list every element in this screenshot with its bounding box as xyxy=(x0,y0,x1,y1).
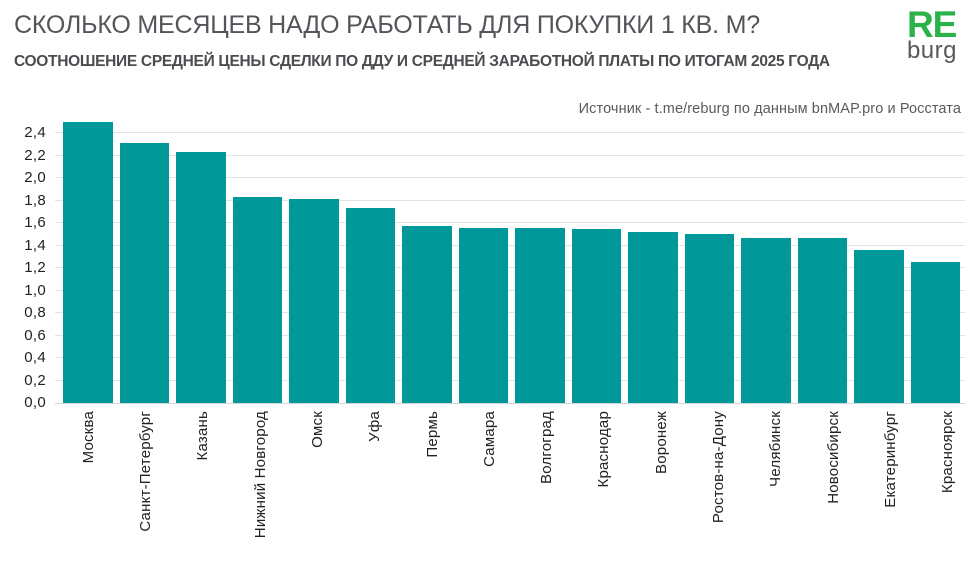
x-axis-label-cell: Воронеж xyxy=(636,411,686,579)
x-axis-label: Челябинск xyxy=(767,411,785,487)
logo-burg-text: burg xyxy=(906,37,957,64)
y-axis-tick-label: 1,8 xyxy=(24,191,46,209)
x-axis-label: Нижний Новгород xyxy=(251,411,269,539)
gridline xyxy=(55,267,965,268)
gridline xyxy=(55,132,965,133)
x-axis-label: Самара xyxy=(480,411,498,467)
x-axis-label-cell: Москва xyxy=(63,411,113,579)
bar-Омск xyxy=(289,199,339,403)
bar-Казань xyxy=(176,152,226,403)
bar-Пермь xyxy=(402,226,452,403)
bar-Нижний Новгород xyxy=(232,197,282,403)
x-axis-label-cell: Краснодар xyxy=(579,411,629,579)
y-axis: 0,0 0,2 0,4 0,6 0,8 1,0 1,2 1,4 1,6 1,8 2,0 2,2 2,4 xyxy=(0,115,46,411)
y-axis-tick-label: 0,8 xyxy=(24,304,46,321)
y-axis-tick-label: 1,0 xyxy=(24,281,46,299)
bar-Челябинск xyxy=(741,237,791,403)
gridline xyxy=(55,357,965,358)
x-axis-label-cell: Уфа xyxy=(350,411,400,579)
reburg-logo: RE burg xyxy=(907,6,957,63)
x-axis-label: Волгоград xyxy=(538,411,556,484)
x-axis-label: Воронеж xyxy=(652,411,670,474)
x-axis-label-cell: Челябинск xyxy=(751,411,801,579)
x-axis-label: Санкт-Петербург xyxy=(136,411,154,532)
bar-Красноярск xyxy=(910,262,960,403)
plot-area xyxy=(55,115,965,404)
y-axis-tick-label: 2,4 xyxy=(24,124,46,141)
y-axis-tick-label: 1,4 xyxy=(24,236,46,254)
page-title: СКОЛЬКО МЕСЯЦЕВ НАДО РАБОТАТЬ ДЛЯ ПОКУПК… xyxy=(14,11,760,39)
x-axis-label-cell: Ростов-на-Дону xyxy=(693,411,743,579)
x-axis-label-cell: Красноярск xyxy=(923,411,973,579)
page-subtitle: СООТНОШЕНИЕ СРЕДНЕЙ ЦЕНЫ СДЕЛКИ ПО ДДУ И… xyxy=(14,53,830,70)
gridline xyxy=(55,154,965,156)
gridline xyxy=(55,289,965,291)
bar-Санкт-Петербург xyxy=(119,143,169,403)
gridline xyxy=(55,177,965,178)
y-axis-tick-label: 0,0 xyxy=(24,394,46,411)
source-credit: Источник - t.me/reburg по данным bnMAP.p… xyxy=(578,101,961,117)
y-axis-tick-label: 2,0 xyxy=(24,169,46,186)
bar-Екатеринбург xyxy=(854,250,904,403)
x-axis-label-cell: Нижний Новгород xyxy=(235,411,285,579)
x-axis-label-cell: Казань xyxy=(178,411,228,579)
y-axis-tick-label: 1,2 xyxy=(24,259,46,276)
bar-Краснодар xyxy=(571,228,621,403)
x-axis-label-cell: Екатеринбург xyxy=(865,411,915,579)
bar-Самара xyxy=(458,227,508,403)
gridlines xyxy=(55,115,965,403)
bar-chart: 0,0 0,2 0,4 0,6 0,8 1,0 1,2 1,4 1,6 1,8 2,0 2,2 2,4 … xyxy=(0,115,973,575)
bar-Уфа xyxy=(345,208,395,403)
gridline xyxy=(55,379,965,381)
gridline xyxy=(55,244,965,246)
x-axis-label-cell: Пермь xyxy=(407,411,457,579)
y-axis-tick-label: 0,4 xyxy=(24,349,46,366)
x-axis-label-cell: Волгоград xyxy=(522,411,572,579)
x-axis-label: Краснодар xyxy=(595,411,613,488)
x-axis-label: Новосибирск xyxy=(824,411,842,504)
x-axis-label: Красноярск xyxy=(939,411,957,494)
x-axis-label-cell: Новосибирск xyxy=(808,411,858,579)
x-axis-label: Уфа xyxy=(366,411,384,442)
x-axis-label: Ростов-на-Дону xyxy=(710,411,728,524)
x-axis-label-cell: Санкт-Петербург xyxy=(120,411,170,579)
gridline xyxy=(55,312,965,313)
bars-group xyxy=(55,115,965,403)
y-axis-tick-label: 0,6 xyxy=(24,326,46,344)
bar-Ростов-на-Дону xyxy=(684,234,734,403)
x-axis-label: Казань xyxy=(194,411,212,461)
bar-Москва xyxy=(63,121,113,403)
x-axis-label: Екатеринбург xyxy=(882,411,900,508)
x-axis-label: Пермь xyxy=(423,411,441,458)
bar-Волгоград xyxy=(515,227,565,403)
bar-Воронеж xyxy=(628,232,678,403)
y-axis-tick-label: 2,2 xyxy=(24,146,46,164)
gridline xyxy=(55,222,965,223)
x-axis: Москва Санкт-Петербург Казань Нижний Новгор… xyxy=(55,411,973,579)
y-axis-tick-label: 0,2 xyxy=(24,371,46,389)
x-axis-label-cell: Омск xyxy=(292,411,342,579)
bar-Новосибирск xyxy=(797,237,847,403)
gridline xyxy=(55,199,965,201)
logo-re-text: RE xyxy=(906,4,957,45)
x-axis-label: Москва xyxy=(79,411,97,464)
gridline xyxy=(55,334,965,336)
x-axis-label: Омск xyxy=(308,411,326,448)
y-axis-tick-label: 1,6 xyxy=(24,214,46,231)
x-axis-label-cell: Самара xyxy=(464,411,514,579)
